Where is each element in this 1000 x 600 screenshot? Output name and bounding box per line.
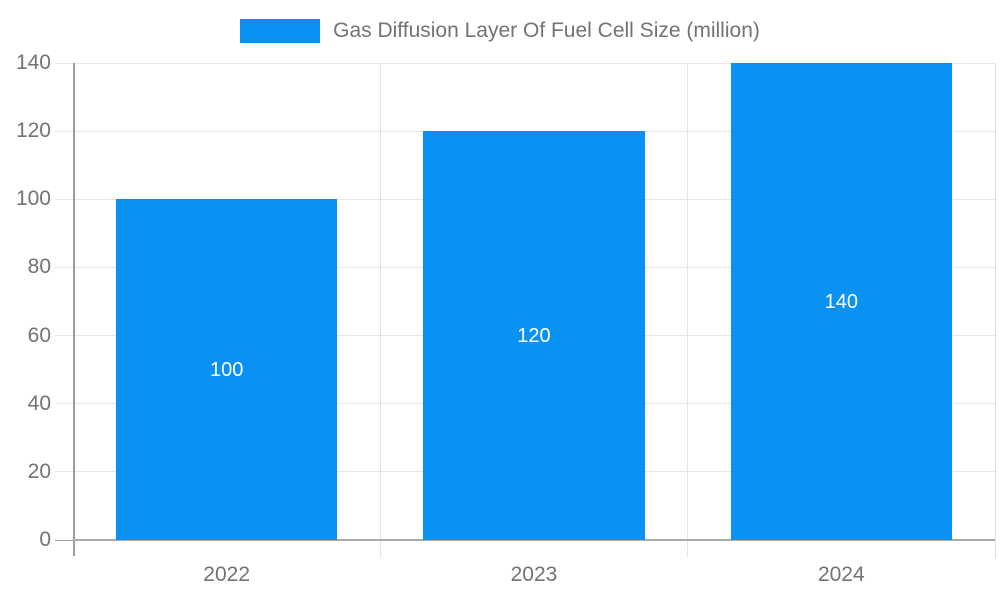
- ytick-label-140: 140: [15, 51, 51, 74]
- xtick-label-2022: 2022: [203, 563, 251, 586]
- xtick-label-2024: 2024: [817, 563, 865, 586]
- bar-value-label-2023: 120: [517, 324, 551, 347]
- ytick-mark-20: [55, 471, 73, 473]
- ytick-mark-120: [55, 130, 73, 132]
- plot-area: 0 20 40 60 80 100 120 140 100 2022 120 2023 140 2024: [16, 51, 996, 586]
- ytick-label-80: 80: [27, 255, 51, 279]
- ytick-mark-40: [55, 403, 73, 405]
- legend-swatch[interactable]: [240, 19, 321, 43]
- ytick-mark-60: [55, 335, 73, 337]
- x-axis-line: [73, 539, 995, 541]
- xtick-label-2023: 2023: [510, 563, 558, 586]
- ytick-label-120: 120: [15, 119, 51, 143]
- ytick-mark-80: [55, 266, 73, 268]
- ytick-label-0: 0: [39, 528, 51, 551]
- y-axis-line: [73, 63, 75, 556]
- ytick-label-20: 20: [27, 459, 51, 483]
- bar-value-label-2022: 100: [209, 358, 244, 381]
- gridline-x-2: [687, 63, 689, 558]
- ytick-label-60: 60: [27, 323, 51, 347]
- ytick-label-100: 100: [15, 187, 51, 211]
- legend: Gas Diffusion Layer Of Fuel Cell Size (m…: [0, 19, 1000, 43]
- ytick-mark-100: [55, 198, 73, 200]
- ytick-label-40: 40: [27, 391, 51, 415]
- ytick-mark-140: [55, 62, 73, 64]
- gridline-y-140: [73, 62, 995, 64]
- bar-2023[interactable]: 120: [423, 131, 645, 540]
- plot-right-border: [994, 63, 996, 558]
- legend-label[interactable]: Gas Diffusion Layer Of Fuel Cell Size (m…: [333, 19, 760, 42]
- ytick-mark-0: [55, 539, 73, 541]
- bar-2024[interactable]: 140: [730, 63, 952, 540]
- bar-2022[interactable]: 100: [116, 199, 338, 540]
- bar-value-label-2024: 140: [824, 290, 858, 313]
- gridline-x-1: [379, 63, 381, 558]
